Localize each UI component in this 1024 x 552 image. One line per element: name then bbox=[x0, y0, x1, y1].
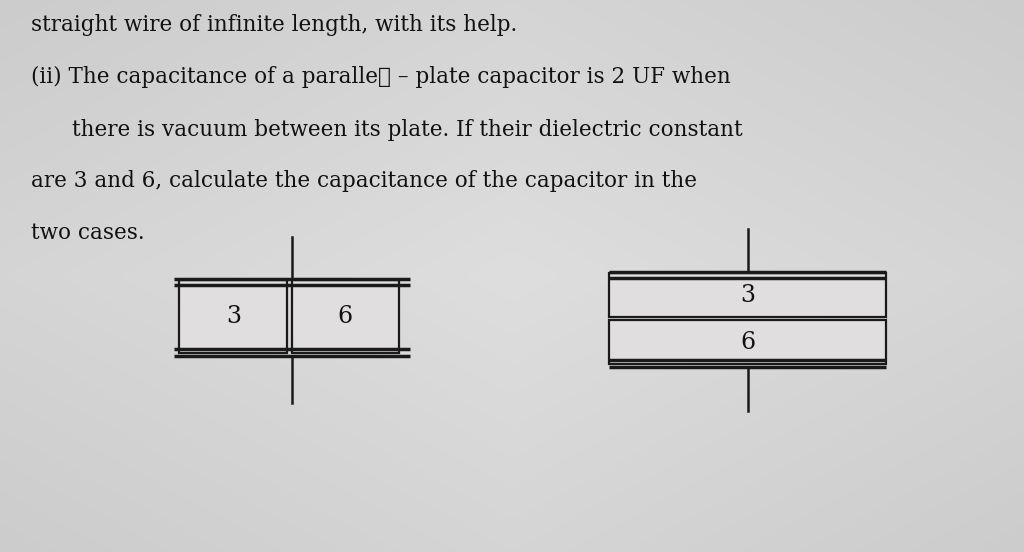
Bar bbox=[609, 320, 886, 364]
Text: 3: 3 bbox=[740, 284, 755, 307]
Text: two cases.: two cases. bbox=[31, 222, 144, 244]
Text: are 3 and 6, calculate the capacitance of the capacitor in the: are 3 and 6, calculate the capacitance o… bbox=[31, 170, 696, 192]
Bar bbox=[292, 280, 399, 353]
Text: 3: 3 bbox=[226, 305, 241, 328]
Text: (ii) The capacitance of a paralleℓ – plate capacitor is 2 UF when: (ii) The capacitance of a paralleℓ – pla… bbox=[31, 66, 730, 88]
Text: there is vacuum between its plate. If their dielectric constant: there is vacuum between its plate. If th… bbox=[72, 119, 742, 141]
Bar bbox=[609, 273, 886, 317]
Text: 6: 6 bbox=[740, 331, 755, 354]
Bar bbox=[179, 280, 287, 353]
Text: 6: 6 bbox=[338, 305, 352, 328]
Text: straight wire of infinite length, with its help.: straight wire of infinite length, with i… bbox=[31, 14, 517, 36]
